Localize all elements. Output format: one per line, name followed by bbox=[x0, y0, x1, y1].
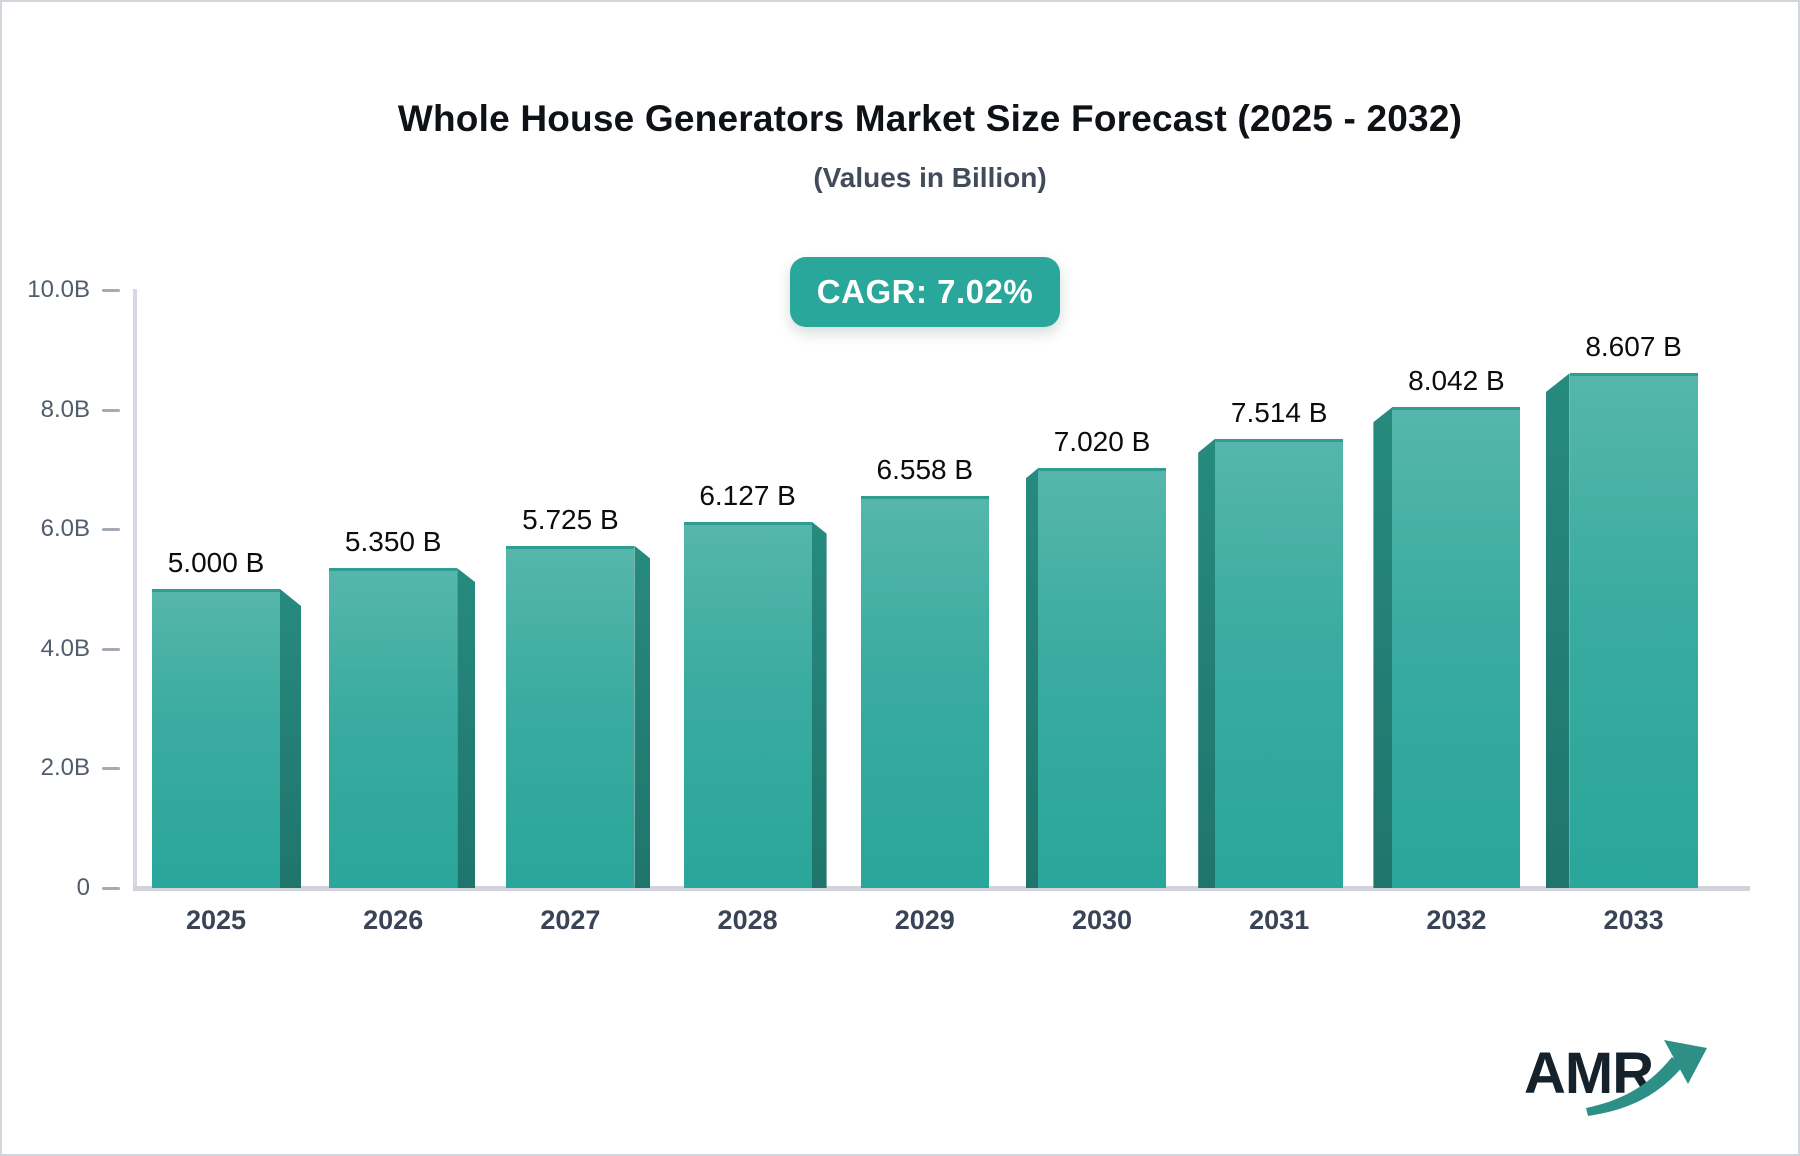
y-axis-tick-mark bbox=[102, 647, 120, 651]
x-axis-line bbox=[133, 886, 1750, 891]
x-axis-label-2032: 2032 bbox=[1426, 905, 1487, 935]
bar-side-3d-2027 bbox=[634, 545, 651, 888]
chart-header: Whole House Generators Market Size Forec… bbox=[62, 98, 1798, 194]
y-axis-tick-mark bbox=[102, 289, 120, 292]
bar-value-label: 8.042 B bbox=[1408, 365, 1505, 397]
bar-value-label: 6.558 B bbox=[876, 453, 974, 485]
bar-side-3d-2031 bbox=[1198, 438, 1216, 888]
x-axis-label-2029: 2029 bbox=[894, 905, 955, 935]
chart-title: Whole House Generators Market Size Forec… bbox=[397, 98, 1463, 139]
bar-value-label: 7.514 B bbox=[1230, 396, 1328, 428]
y-axis-tick-label: 6.0B bbox=[40, 515, 90, 543]
bar-value-label: 8.607 B bbox=[1585, 331, 1682, 363]
y-axis-tick-mark bbox=[102, 887, 120, 890]
bar-2026[interactable] bbox=[329, 568, 458, 888]
bar-2031[interactable] bbox=[1215, 438, 1344, 888]
bar-side-3d-2033 bbox=[1545, 373, 1570, 888]
bar-value-label: 5.350 B bbox=[344, 526, 442, 558]
x-axis-label-2030: 2030 bbox=[1071, 905, 1133, 935]
bar-2029[interactable] bbox=[860, 495, 989, 888]
y-axis-tick-mark bbox=[102, 408, 120, 412]
cagr-badge: CAGR: 7.02% bbox=[790, 257, 1060, 327]
bar-2032[interactable] bbox=[1392, 407, 1521, 888]
growth-arrow-icon bbox=[1586, 1040, 1707, 1116]
chart-subtitle: (Values in Billion) bbox=[813, 162, 1047, 193]
bar-value-label: 6.127 B bbox=[699, 479, 796, 511]
x-axis-label-2025: 2025 bbox=[185, 905, 247, 935]
bar-2027[interactable] bbox=[506, 545, 635, 888]
bar-side-3d-2025 bbox=[280, 589, 301, 888]
y-axis-tick-label: 4.0B bbox=[40, 634, 90, 662]
y-axis-tick-label: 8.0B bbox=[40, 395, 90, 423]
bar-side-3d-2028 bbox=[811, 521, 827, 888]
x-axis-label-2027: 2027 bbox=[540, 905, 601, 935]
bar-side-3d-2026 bbox=[457, 568, 476, 888]
bar-side-3d-2030 bbox=[1026, 468, 1038, 888]
x-axis-label-2031: 2031 bbox=[1249, 905, 1310, 935]
y-axis-line bbox=[133, 289, 137, 891]
y-axis-tick-label: 2.0B bbox=[40, 754, 90, 782]
bar-2028[interactable] bbox=[683, 521, 812, 888]
bar-2030[interactable] bbox=[1038, 468, 1166, 888]
y-axis-tick-label: 0 bbox=[76, 874, 90, 901]
y-axis-tick-mark bbox=[102, 528, 120, 532]
x-axis-label-2026: 2026 bbox=[363, 905, 424, 935]
y-axis-tick-label: 10.0B bbox=[27, 276, 90, 303]
bar-value-label: 5.000 B bbox=[167, 547, 265, 578]
bar-2025[interactable] bbox=[152, 589, 280, 888]
amr-logo: AMR bbox=[1514, 1032, 1724, 1122]
bar-side-3d-2032 bbox=[1373, 407, 1393, 888]
bar-value-label: 7.020 B bbox=[1053, 426, 1151, 458]
y-axis-tick-mark bbox=[102, 767, 120, 771]
bar-value-label: 5.725 B bbox=[522, 503, 619, 535]
bar-2033[interactable] bbox=[1569, 373, 1698, 888]
x-axis-label-2028: 2028 bbox=[717, 905, 778, 935]
x-axis-label-2033: 2033 bbox=[1603, 905, 1664, 935]
